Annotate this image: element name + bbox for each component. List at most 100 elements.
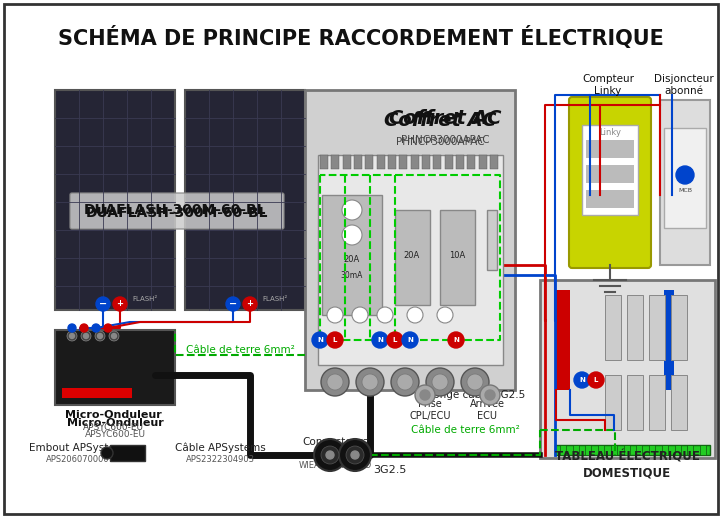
Text: 3G2.5: 3G2.5 bbox=[373, 465, 406, 475]
Text: PHNCP3000APAC: PHNCP3000APAC bbox=[396, 137, 484, 147]
Circle shape bbox=[574, 372, 590, 388]
Circle shape bbox=[104, 324, 112, 332]
Bar bbox=[365, 155, 373, 169]
Bar bbox=[700, 445, 706, 455]
Bar bbox=[185, 90, 305, 310]
Circle shape bbox=[95, 331, 105, 341]
Bar bbox=[660, 100, 710, 265]
Circle shape bbox=[321, 446, 339, 464]
Bar bbox=[343, 155, 351, 169]
Text: Câble de terre 6mm²: Câble de terre 6mm² bbox=[186, 345, 295, 355]
Circle shape bbox=[67, 331, 77, 341]
FancyBboxPatch shape bbox=[70, 193, 284, 229]
Bar bbox=[582, 125, 638, 215]
Bar bbox=[479, 155, 487, 169]
Bar bbox=[671, 295, 687, 360]
Text: N: N bbox=[317, 337, 323, 343]
Bar bbox=[110, 445, 145, 461]
Bar bbox=[586, 140, 634, 158]
Text: 20A: 20A bbox=[404, 251, 420, 260]
Text: DUAFLASH-300M-60-BL: DUAFLASH-300M-60-BL bbox=[84, 203, 266, 217]
Circle shape bbox=[327, 374, 343, 390]
Text: FLASH²: FLASH² bbox=[262, 296, 287, 302]
Circle shape bbox=[480, 385, 500, 405]
Circle shape bbox=[81, 331, 91, 341]
Circle shape bbox=[109, 331, 119, 341]
Bar bbox=[611, 445, 617, 455]
Circle shape bbox=[420, 390, 430, 400]
Circle shape bbox=[485, 390, 495, 400]
Bar bbox=[605, 375, 621, 430]
Bar bbox=[540, 280, 715, 458]
Bar bbox=[573, 445, 579, 455]
Bar bbox=[318, 155, 503, 365]
Circle shape bbox=[80, 324, 88, 332]
Circle shape bbox=[432, 374, 448, 390]
Text: Embout APSystems: Embout APSystems bbox=[30, 443, 131, 453]
Bar bbox=[649, 445, 655, 455]
Circle shape bbox=[113, 297, 127, 311]
Bar bbox=[433, 155, 441, 169]
Bar bbox=[422, 155, 430, 169]
Bar bbox=[440, 210, 475, 305]
Bar bbox=[664, 128, 706, 228]
Bar bbox=[624, 445, 630, 455]
Bar bbox=[399, 155, 407, 169]
Circle shape bbox=[226, 297, 240, 311]
Circle shape bbox=[437, 307, 453, 323]
Circle shape bbox=[362, 374, 378, 390]
Circle shape bbox=[312, 332, 328, 348]
Circle shape bbox=[69, 334, 74, 338]
Circle shape bbox=[346, 446, 364, 464]
Text: Rallonge câble 3G2.5: Rallonge câble 3G2.5 bbox=[414, 390, 526, 400]
Text: Coffret AC: Coffret AC bbox=[389, 108, 501, 127]
Bar bbox=[627, 295, 643, 360]
Bar bbox=[411, 155, 419, 169]
Text: Linky: Linky bbox=[599, 128, 621, 137]
Text: Micro-Onduleur: Micro-Onduleur bbox=[66, 418, 163, 428]
Circle shape bbox=[676, 166, 694, 184]
Circle shape bbox=[97, 334, 103, 338]
Bar bbox=[320, 155, 328, 169]
Circle shape bbox=[448, 332, 464, 348]
Bar bbox=[664, 290, 674, 390]
Circle shape bbox=[467, 374, 483, 390]
Bar bbox=[354, 155, 362, 169]
Bar bbox=[377, 155, 385, 169]
Text: N: N bbox=[377, 337, 383, 343]
Circle shape bbox=[377, 307, 393, 323]
Text: TABLEAU ÉLECTRIQUE
DOMESTIQUE: TABLEAU ÉLECTRIQUE DOMESTIQUE bbox=[554, 451, 700, 479]
Bar bbox=[555, 445, 710, 455]
Bar bbox=[649, 295, 665, 360]
Text: L: L bbox=[333, 337, 337, 343]
Circle shape bbox=[342, 225, 362, 245]
Bar bbox=[490, 155, 498, 169]
Circle shape bbox=[96, 297, 110, 311]
Bar bbox=[322, 195, 382, 315]
Bar bbox=[388, 155, 396, 169]
Circle shape bbox=[111, 334, 116, 338]
Text: −: − bbox=[99, 299, 107, 309]
Circle shape bbox=[426, 368, 454, 396]
Circle shape bbox=[415, 385, 435, 405]
Text: +: + bbox=[116, 299, 123, 309]
Text: APS2322304903: APS2322304903 bbox=[186, 455, 254, 465]
Bar bbox=[487, 210, 497, 270]
Text: SCHÉMA DE PRINCIPE RACCORDEMENT ÉLECTRIQUE: SCHÉMA DE PRINCIPE RACCORDEMENT ÉLECTRIQ… bbox=[58, 26, 664, 50]
Circle shape bbox=[342, 200, 362, 220]
Circle shape bbox=[351, 451, 359, 459]
Circle shape bbox=[327, 307, 343, 323]
Text: PHNCP3000APAC: PHNCP3000APAC bbox=[401, 135, 490, 145]
Bar bbox=[586, 445, 591, 455]
Text: N: N bbox=[453, 337, 459, 343]
Text: FLASH²: FLASH² bbox=[132, 296, 157, 302]
Text: Prise
CPL/ECU: Prise CPL/ECU bbox=[409, 399, 451, 421]
Text: Micro-Onduleur: Micro-Onduleur bbox=[65, 410, 162, 420]
Circle shape bbox=[321, 368, 349, 396]
Bar bbox=[649, 375, 665, 430]
Circle shape bbox=[372, 332, 388, 348]
Circle shape bbox=[339, 439, 371, 471]
Circle shape bbox=[84, 334, 89, 338]
Text: Connecteurs
Wieland: Connecteurs Wieland bbox=[302, 437, 368, 459]
Circle shape bbox=[101, 447, 113, 459]
